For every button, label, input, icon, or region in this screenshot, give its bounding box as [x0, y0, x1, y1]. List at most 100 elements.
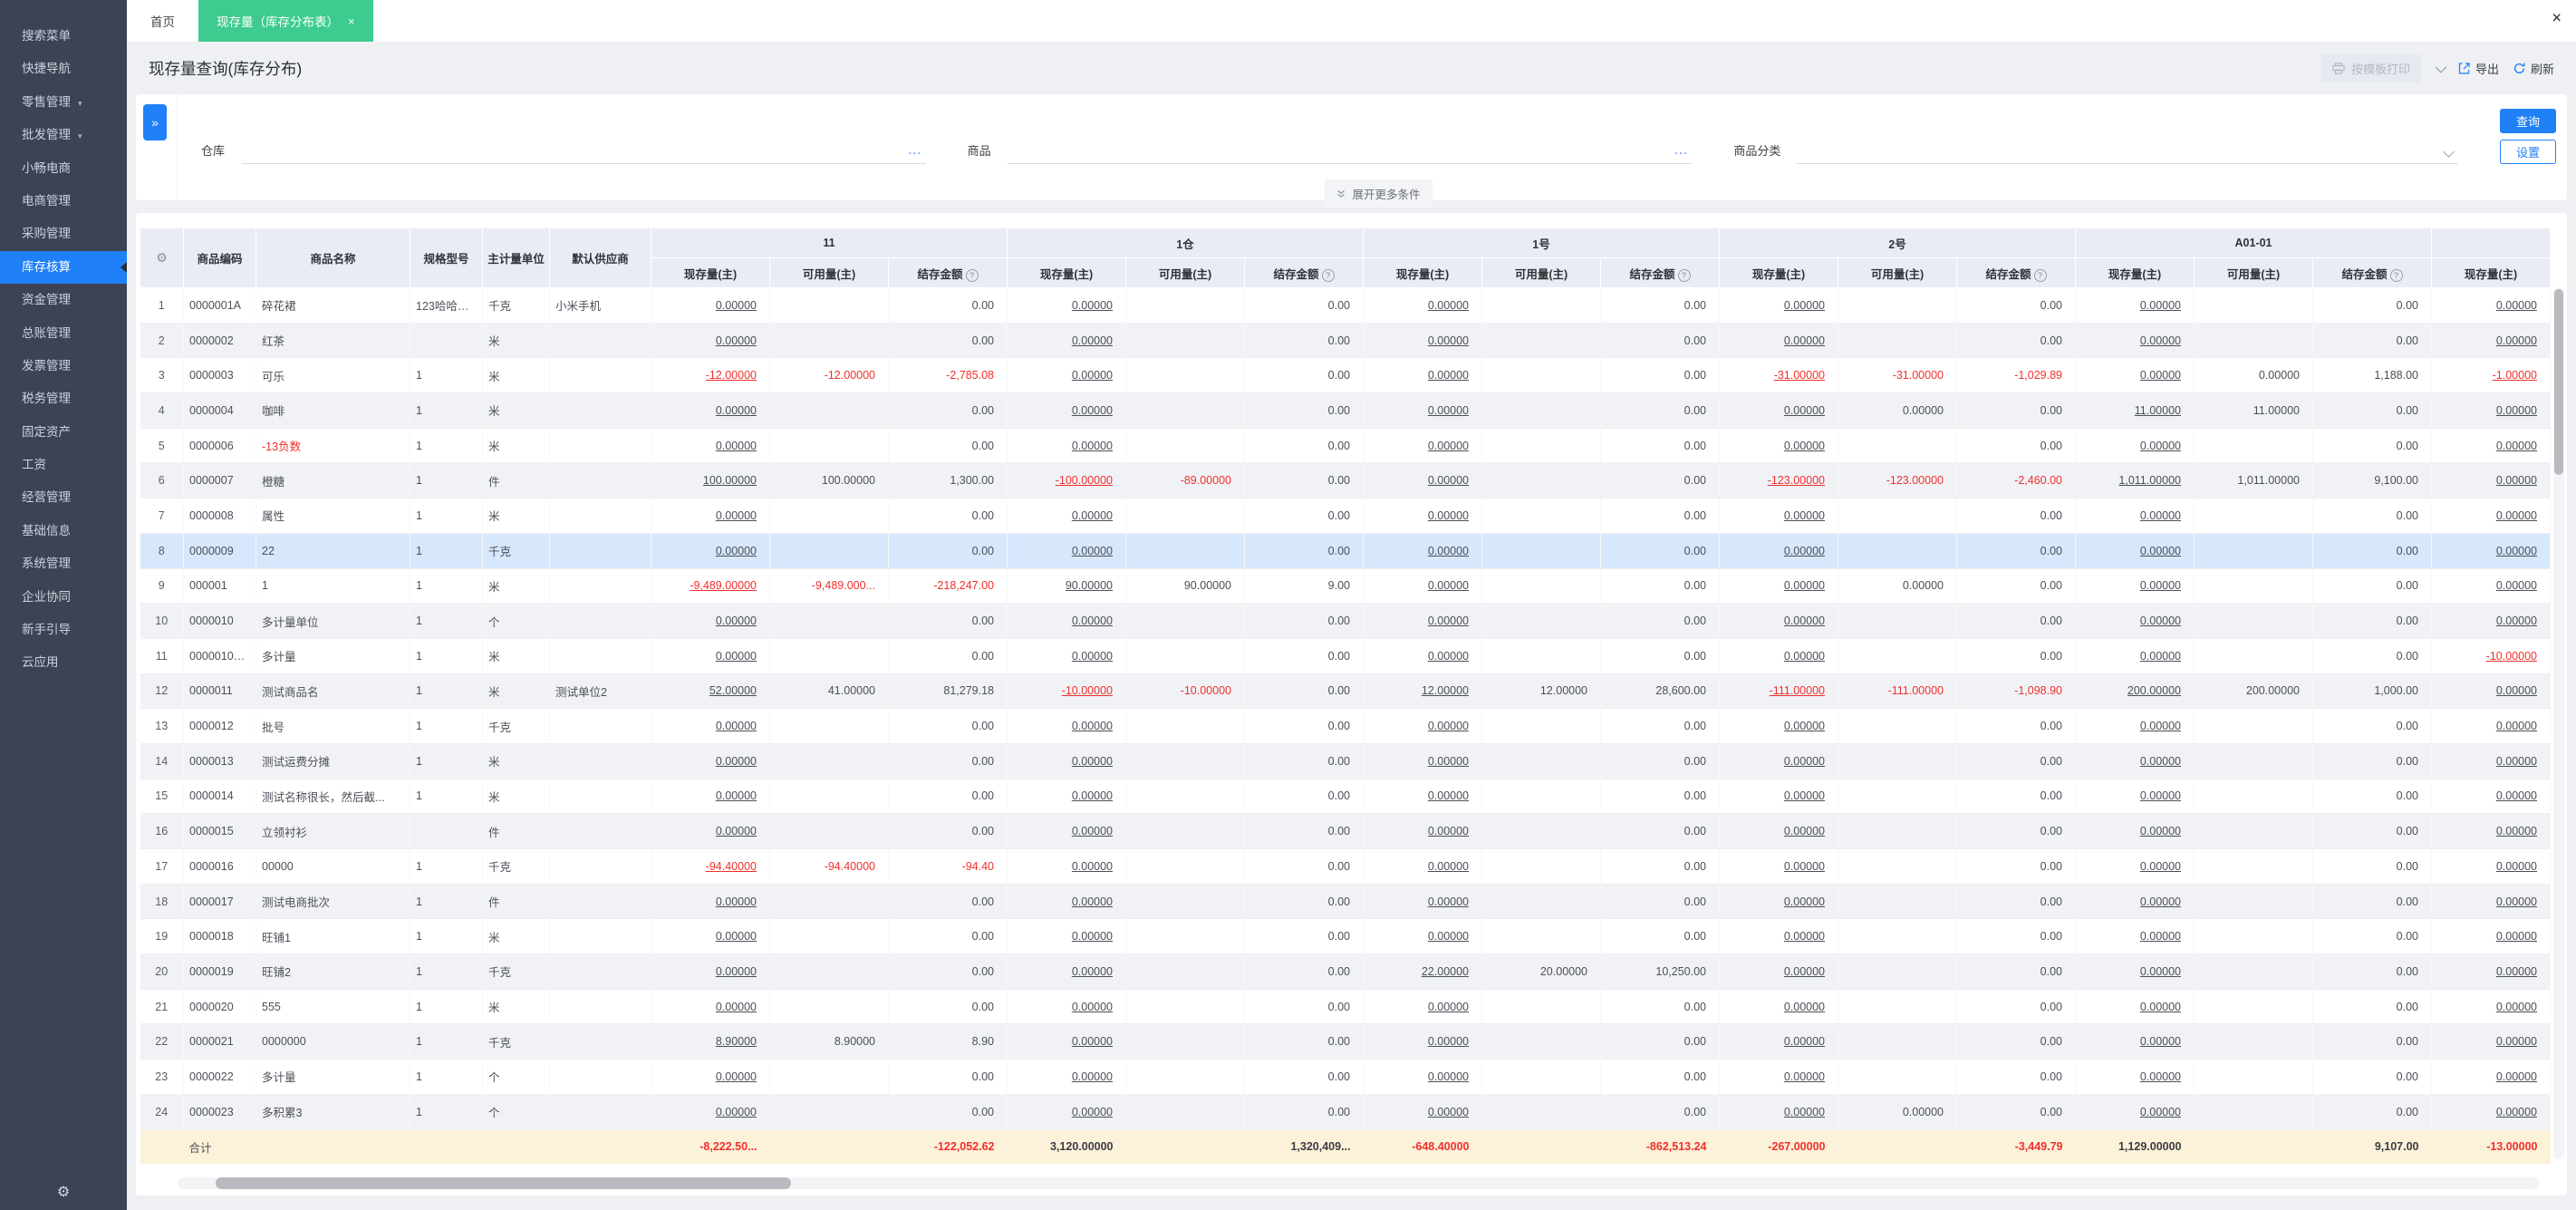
stock-quantity-link[interactable]: 0.00000 [2139, 544, 2181, 557]
stock-quantity-link[interactable]: 0.00000 [1783, 649, 1825, 663]
stock-quantity-link[interactable]: 1,011.00000 [2118, 474, 2181, 488]
warehouse-input[interactable]: ··· [241, 138, 926, 164]
stock-quantity-link[interactable]: 0.00000 [1071, 615, 1113, 628]
sidebar-item[interactable]: 电商管理 [0, 185, 127, 218]
stock-quantity-link[interactable]: -123.00000 [1767, 474, 1825, 488]
stock-quantity-link[interactable]: 0.00000 [2495, 684, 2537, 698]
table-row[interactable]: 20 0000019 旺铺2 1 千克 0.00000 0.00 0.00000 0.00 22.… [140, 953, 2551, 990]
sidebar-item[interactable]: 批发管理 ▾ [0, 119, 127, 151]
table-row[interactable]: 18 0000017 测试电商批次 1 件 0.00000 0.00 0.00000 0.00 0… [140, 884, 2551, 920]
stock-quantity-link[interactable]: 11.00000 [2134, 403, 2181, 417]
stock-quantity-link[interactable]: 0.00000 [1071, 1070, 1113, 1083]
stock-quantity-link[interactable]: -10.00000 [2485, 649, 2537, 663]
stock-quantity-link[interactable]: 0.00000 [1071, 789, 1113, 803]
vertical-scrollbar[interactable] [2553, 287, 2564, 1159]
sidebar-item[interactable]: 快捷导航 [0, 53, 127, 85]
stock-quantity-link[interactable]: 0.00000 [1783, 508, 1825, 522]
print-dropdown-chevron-icon[interactable] [2435, 61, 2447, 73]
stock-quantity-link[interactable]: 0.00000 [1427, 825, 1469, 838]
stock-quantity-link[interactable]: 200.00000 [2127, 684, 2181, 698]
stock-quantity-link[interactable]: 0.00000 [715, 1000, 757, 1013]
stock-quantity-link[interactable]: 0.00000 [1427, 298, 1469, 312]
stock-quantity-link[interactable]: 0.00000 [1783, 544, 1825, 557]
stock-quantity-link[interactable]: 0.00000 [1071, 1035, 1113, 1049]
table-row[interactable]: 10 0000010 多计量单位 1 个 0.00000 0.00 0.00000 0.00 0.… [140, 603, 2551, 639]
category-chevron-down-icon[interactable] [2443, 146, 2455, 158]
stock-quantity-link[interactable]: 0.00000 [2139, 615, 2181, 628]
stock-quantity-link[interactable]: 0.00000 [1071, 859, 1113, 873]
sidebar-item[interactable]: 资金管理 [0, 284, 127, 316]
stock-quantity-link[interactable]: 0.00000 [1427, 754, 1469, 768]
table-row[interactable]: 14 0000013 测试运费分摊 1 米 0.00000 0.00 0.00000 0.00 0… [140, 743, 2551, 779]
sidebar-item[interactable]: 采购管理 [0, 218, 127, 250]
stock-quantity-link[interactable]: -100.00000 [1055, 474, 1113, 488]
settings-button[interactable]: 设置 [2500, 140, 2557, 164]
table-row[interactable]: 11 000001051... 多计量 1 米 0.00000 0.00 0.00000 0.0… [140, 638, 2551, 674]
stock-quantity-link[interactable]: 0.00000 [2495, 754, 2537, 768]
stock-quantity-link[interactable]: -94.40000 [705, 859, 757, 873]
vertical-scrollbar-thumb[interactable] [2554, 289, 2563, 475]
stock-quantity-link[interactable]: 0.00000 [1427, 334, 1469, 347]
stock-quantity-link[interactable]: 0.00000 [2139, 1070, 2181, 1083]
stock-quantity-link[interactable]: 0.00000 [2139, 1000, 2181, 1013]
stock-quantity-link[interactable]: 0.00000 [1427, 789, 1469, 803]
stock-quantity-link[interactable]: 0.00000 [2139, 298, 2181, 312]
table-row[interactable]: 13 0000012 批号 1 千克 0.00000 0.00 0.00000 0.00 0.00… [140, 708, 2551, 744]
stock-quantity-link[interactable]: 0.00000 [2495, 930, 2537, 944]
stock-quantity-link[interactable]: 0.00000 [1783, 789, 1825, 803]
column-settings-gear-icon[interactable]: ⚙ [140, 227, 184, 288]
tab-current-stock[interactable]: 现存量（库存分布表） × [198, 0, 373, 42]
export-button[interactable]: 导出 [2458, 60, 2499, 77]
print-by-template-button[interactable]: 按模板打印 [2320, 53, 2421, 82]
stock-quantity-link[interactable]: 0.00000 [1427, 1105, 1469, 1118]
sidebar-item[interactable]: 新手引导 [0, 614, 127, 646]
stock-quantity-link[interactable]: 0.00000 [2495, 789, 2537, 803]
stock-quantity-link[interactable]: 0.00000 [1427, 720, 1469, 733]
stock-quantity-link[interactable]: 0.00000 [715, 720, 757, 733]
stock-quantity-link[interactable]: -111.00000 [1769, 684, 1825, 698]
stock-quantity-link[interactable]: 0.00000 [2495, 1105, 2537, 1118]
stock-quantity-link[interactable]: 0.00000 [2495, 859, 2537, 873]
stock-quantity-link[interactable]: 0.00000 [715, 825, 757, 838]
stock-quantity-link[interactable]: 0.00000 [1783, 1070, 1825, 1083]
table-row[interactable]: 21 0000020 555 1 米 0.00000 0.00 0.00000 0.00 0.00… [140, 989, 2551, 1025]
stock-quantity-link[interactable]: 0.00000 [2495, 1035, 2537, 1049]
stock-quantity-link[interactable]: 0.00000 [2495, 825, 2537, 838]
stock-quantity-link[interactable]: 0.00000 [1427, 1035, 1469, 1049]
sidebar-item[interactable]: 库存核算 [0, 250, 127, 285]
stock-quantity-link[interactable]: 0.00000 [1783, 754, 1825, 768]
stock-quantity-link[interactable]: 0.00000 [1071, 895, 1113, 908]
stock-quantity-link[interactable]: 0.00000 [2495, 544, 2537, 557]
stock-quantity-link[interactable]: 0.00000 [2495, 615, 2537, 628]
stock-quantity-link[interactable]: 0.00000 [1071, 544, 1113, 557]
sidebar-item[interactable]: 税务管理 [0, 382, 127, 415]
stock-quantity-link[interactable]: 0.00000 [1427, 544, 1469, 557]
sidebar-item[interactable]: 固定资产 [0, 416, 127, 449]
table-row[interactable]: 22 0000021 0000000 1 千克 8.90000 8.90000 8.90 0.0… [140, 1023, 2551, 1060]
stock-quantity-link[interactable]: 0.00000 [1427, 1070, 1469, 1083]
stock-quantity-link[interactable]: 0.00000 [715, 615, 757, 628]
table-row[interactable]: 7 0000008 属性 1 米 0.00000 0.00 0.00000 0.00 0.0000… [140, 498, 2551, 534]
stock-quantity-link[interactable]: 0.00000 [2495, 508, 2537, 522]
stock-quantity-link[interactable]: 0.00000 [715, 1070, 757, 1083]
sidebar-item[interactable]: 工资 [0, 449, 127, 481]
table-row[interactable]: 16 0000015 立领衬衫 件 0.00000 0.00 0.00000 0.00 0.00… [140, 813, 2551, 849]
stock-quantity-link[interactable]: 0.00000 [1071, 403, 1113, 417]
stock-quantity-link[interactable]: 0.00000 [1071, 1000, 1113, 1013]
stock-quantity-link[interactable]: 0.00000 [2495, 474, 2537, 488]
stock-quantity-link[interactable]: -31.00000 [1773, 369, 1825, 382]
table-row[interactable]: 8 0000009 22 1 千克 0.00000 0.00 0.00000 0.00 0.000… [140, 533, 2551, 569]
stock-quantity-link[interactable]: 0.00000 [715, 964, 757, 978]
stock-quantity-link[interactable]: 0.00000 [2495, 403, 2537, 417]
sidebar-item[interactable]: 云应用 [0, 646, 127, 679]
table-row[interactable]: 3 0000003 可乐 1 米 -12.00000 -12.00000 -2,785.08 0… [140, 357, 2551, 394]
table-row[interactable]: 9 000001 1 1 米 -9,489.00000 -9,489.000... -218,… [140, 568, 2551, 605]
stock-quantity-link[interactable]: 0.00000 [1427, 439, 1469, 452]
stock-quantity-link[interactable]: 0.00000 [2139, 720, 2181, 733]
stock-quantity-link[interactable]: 0.00000 [715, 403, 757, 417]
stock-quantity-link[interactable]: 0.00000 [2139, 964, 2181, 978]
stock-quantity-link[interactable]: 0.00000 [2139, 930, 2181, 944]
sidebar-item[interactable]: 发票管理 [0, 350, 127, 382]
stock-quantity-link[interactable]: 0.00000 [2139, 895, 2181, 908]
stock-quantity-link[interactable]: 0.00000 [715, 544, 757, 557]
